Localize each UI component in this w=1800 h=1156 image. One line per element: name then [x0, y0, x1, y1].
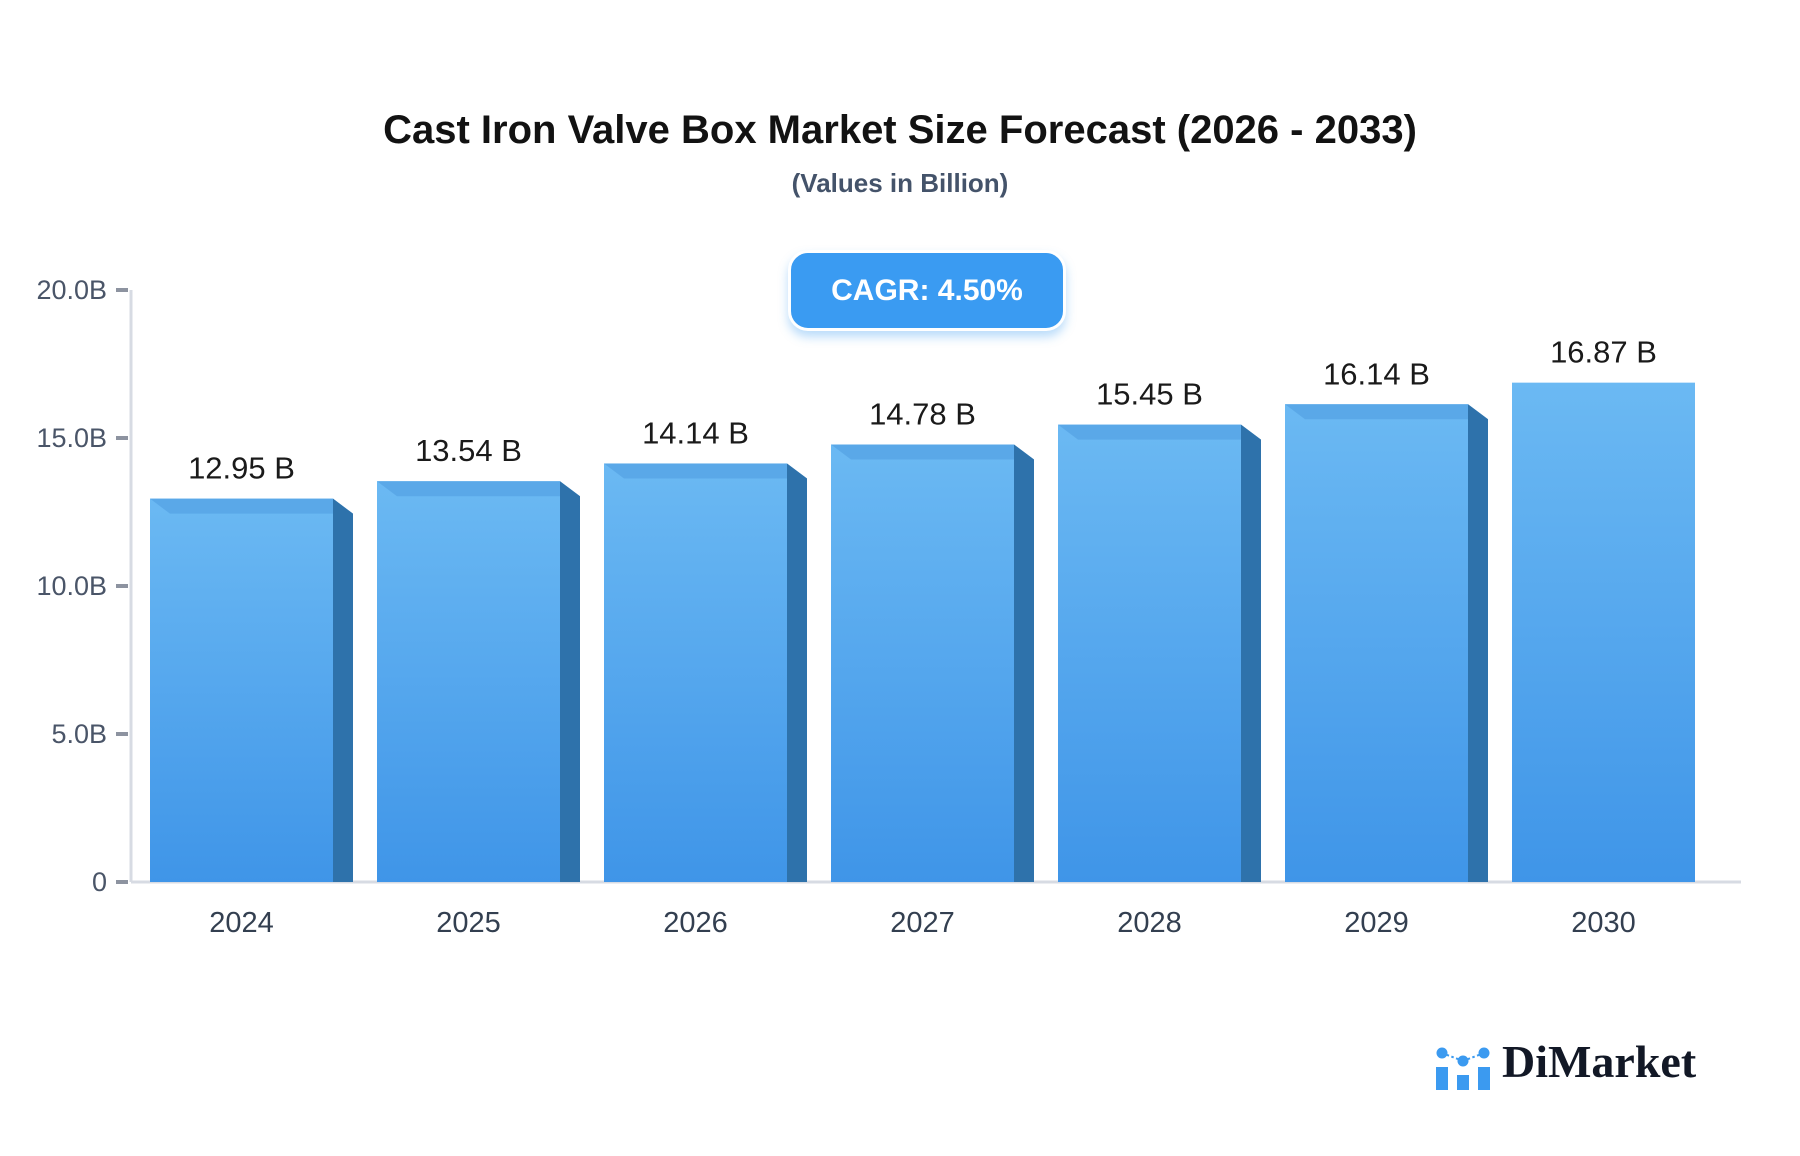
svg-text:14.78 B: 14.78 B [869, 397, 976, 432]
svg-text:2026: 2026 [663, 907, 728, 939]
svg-text:16.87 B: 16.87 B [1550, 335, 1657, 370]
svg-text:2025: 2025 [436, 907, 501, 939]
svg-text:2030: 2030 [1571, 907, 1636, 939]
svg-text:14.14 B: 14.14 B [642, 415, 749, 450]
svg-text:2024: 2024 [209, 907, 274, 939]
svg-text:12.95 B: 12.95 B [188, 451, 295, 486]
svg-text:13.54 B: 13.54 B [415, 433, 522, 468]
svg-text:16.14 B: 16.14 B [1323, 356, 1430, 391]
svg-text:2027: 2027 [890, 907, 955, 939]
svg-text:20.0B: 20.0B [36, 275, 107, 305]
svg-text:2029: 2029 [1344, 907, 1409, 939]
svg-text:15.0B: 15.0B [36, 423, 107, 453]
svg-text:15.45 B: 15.45 B [1096, 377, 1203, 412]
svg-text:10.0B: 10.0B [36, 571, 107, 601]
svg-text:0: 0 [92, 867, 107, 897]
svg-text:2028: 2028 [1117, 907, 1182, 939]
svg-text:5.0B: 5.0B [51, 719, 107, 749]
